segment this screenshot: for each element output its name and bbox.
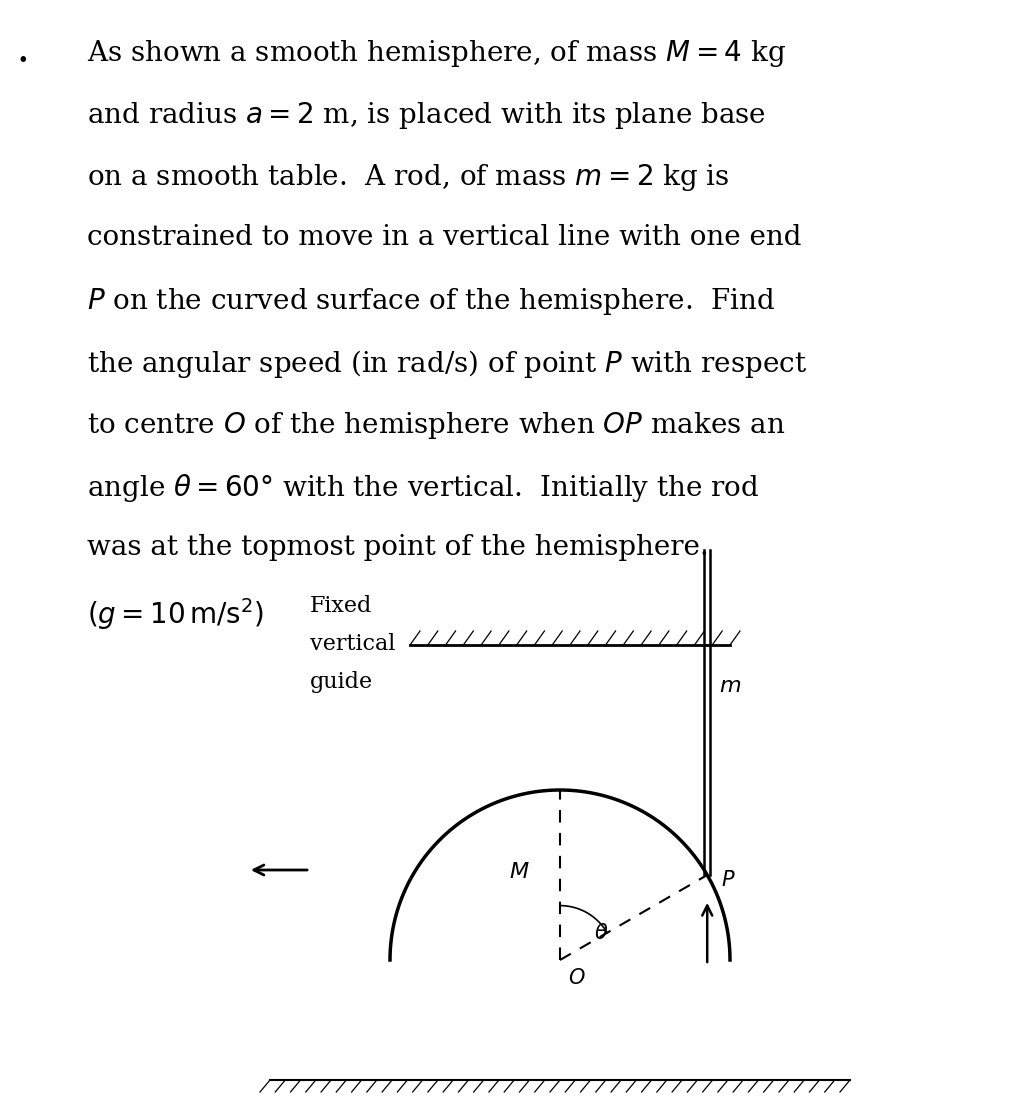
Text: $\theta$: $\theta$ <box>594 922 608 942</box>
Text: $m$: $m$ <box>719 675 741 697</box>
Text: $P$: $P$ <box>721 870 736 890</box>
Text: $O$: $O$ <box>568 968 586 988</box>
Text: guide: guide <box>310 671 373 693</box>
Text: vertical: vertical <box>310 633 395 655</box>
Text: was at the topmost point of the hemisphere.: was at the topmost point of the hemisphe… <box>87 534 709 561</box>
Text: on a smooth table.  A rod, of mass $m = 2$ kg is: on a smooth table. A rod, of mass $m = 2… <box>87 162 730 193</box>
Text: and radius $a = 2$ m, is placed with its plane base: and radius $a = 2$ m, is placed with its… <box>87 100 766 131</box>
Text: Fixed: Fixed <box>310 595 373 617</box>
Text: angle $\theta = 60°$ with the vertical.  Initially the rod: angle $\theta = 60°$ with the vertical. … <box>87 472 760 504</box>
Text: the angular speed (in rad/s) of point $P$ with respect: the angular speed (in rad/s) of point $P… <box>87 348 807 380</box>
Text: $M$: $M$ <box>509 861 530 882</box>
Text: to centre $O$ of the hemisphere when $OP$ makes an: to centre $O$ of the hemisphere when $OP… <box>87 410 785 441</box>
Text: constrained to move in a vertical line with one end: constrained to move in a vertical line w… <box>87 224 802 251</box>
Text: As shown a smooth hemisphere, of mass $M = 4$ kg: As shown a smooth hemisphere, of mass $M… <box>87 38 786 69</box>
Text: .: . <box>18 38 29 69</box>
Text: $P$ on the curved surface of the hemisphere.  Find: $P$ on the curved surface of the hemisph… <box>87 286 775 317</box>
Text: $(g = 10\,\mathrm{m/s}^2)$: $(g = 10\,\mathrm{m/s}^2)$ <box>87 596 264 632</box>
